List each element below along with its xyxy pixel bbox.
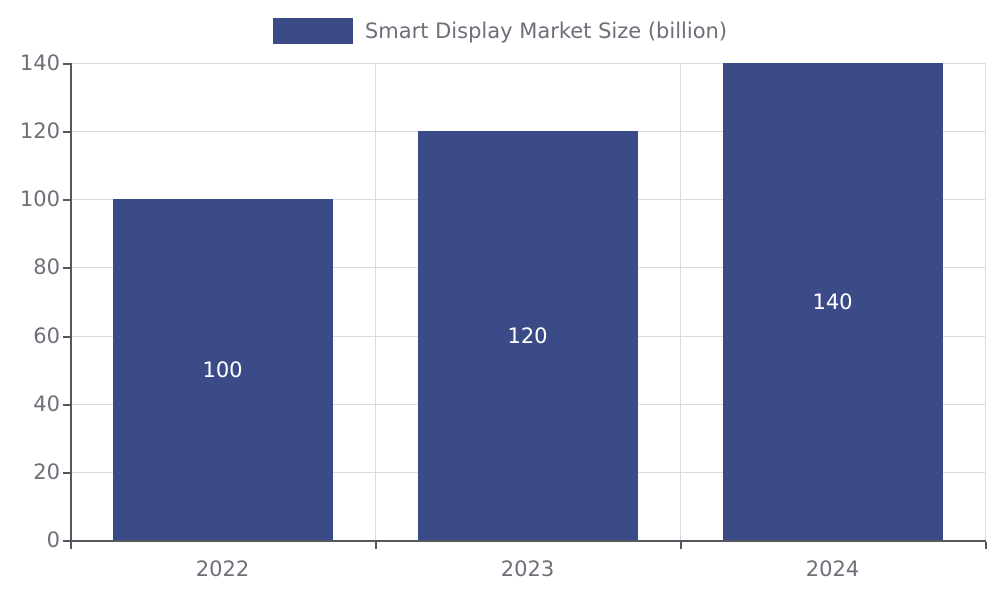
legend-label: Smart Display Market Size (billion) — [364, 19, 728, 43]
y-axis-line — [70, 63, 72, 541]
x-axis-tick-mark — [70, 542, 72, 549]
bar-value-label: 120 — [507, 323, 548, 348]
bar-value-label: 100 — [202, 357, 243, 382]
x-axis-tick-mark — [985, 542, 987, 549]
y-axis-tick-mark — [63, 199, 70, 202]
bar-value-label: 140 — [812, 289, 853, 314]
x-axis-category-label: 2023 — [500, 557, 555, 581]
plot-area: 100 120 140 — [70, 63, 986, 540]
y-axis-tick-label: 120 — [19, 119, 60, 144]
x-axis-tick-mark — [680, 542, 682, 549]
y-axis-tick-label: 40 — [33, 391, 60, 416]
y-axis-tick-label: 0 — [46, 528, 60, 552]
chart-legend[interactable]: Smart Display Market Size (billion) — [0, 18, 1000, 44]
y-axis-tick-label: 20 — [33, 459, 60, 484]
y-axis-tick-mark — [63, 540, 70, 542]
x-axis-category-label: 2024 — [805, 557, 860, 581]
gridline-horizontal — [70, 63, 985, 64]
gridline-vertical — [375, 63, 376, 540]
legend-swatch-icon — [272, 18, 353, 44]
bar-2024: 140 — [722, 63, 943, 540]
y-axis-tick-mark — [63, 267, 70, 270]
gridline-vertical — [985, 63, 986, 540]
y-axis-tick-label: 100 — [19, 187, 60, 212]
y-axis-tick-label: 60 — [33, 323, 60, 348]
x-axis-tick-mark — [375, 542, 377, 549]
x-axis-line — [69, 540, 986, 542]
bar-2022: 100 — [112, 199, 333, 540]
y-axis-tick-mark — [63, 471, 70, 474]
y-axis-tick-label: 80 — [33, 255, 60, 280]
y-axis-tick-mark — [63, 63, 70, 65]
bar-2023: 120 — [417, 131, 638, 540]
x-axis-category-label: 2022 — [195, 557, 250, 581]
y-axis-tick-label: 140 — [19, 51, 60, 75]
y-axis-tick-mark — [63, 131, 70, 134]
y-axis-tick-mark — [63, 335, 70, 338]
y-axis-tick-mark — [63, 403, 70, 406]
gridline-vertical — [680, 63, 681, 540]
